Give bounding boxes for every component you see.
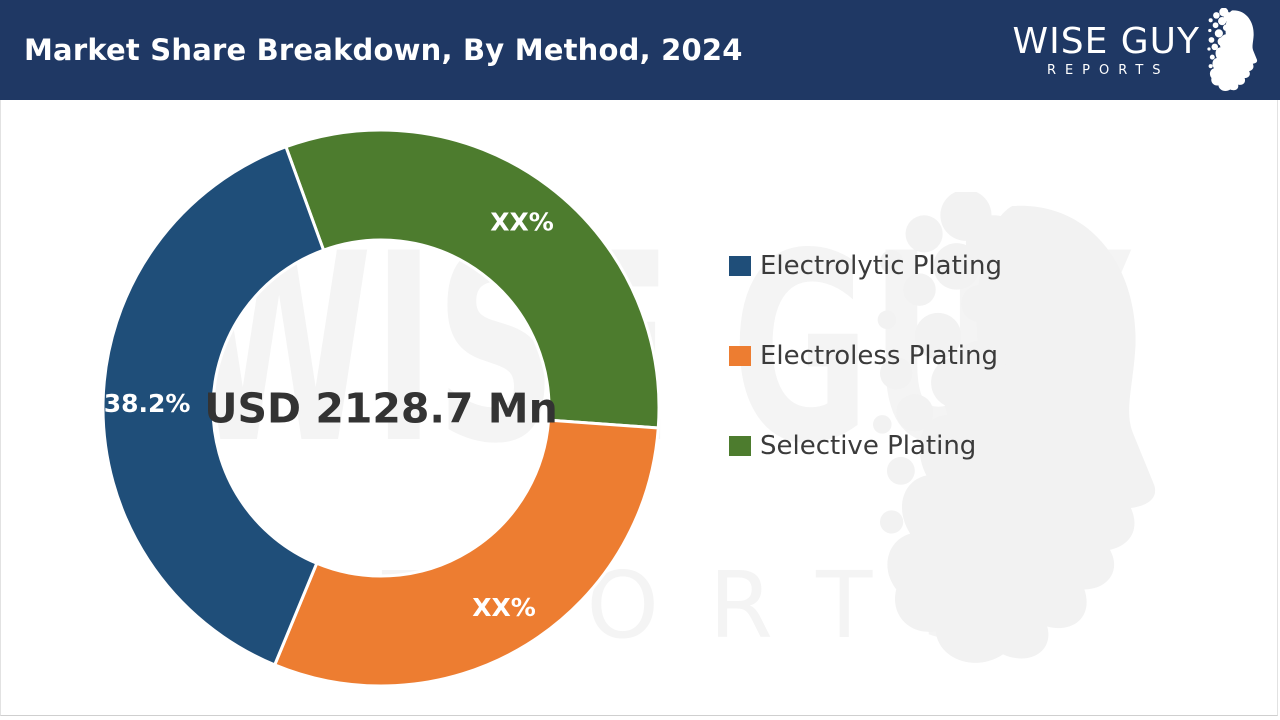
face-dot	[1229, 21, 1235, 27]
face-dot	[931, 519, 973, 562]
face-dot	[905, 215, 943, 253]
face-dot	[982, 333, 1015, 367]
face-dot	[896, 394, 934, 432]
face-dot	[886, 456, 915, 485]
face-dot	[993, 438, 1022, 467]
face-dot	[873, 415, 892, 434]
face-dot	[1217, 65, 1225, 74]
face-dot	[1211, 71, 1217, 76]
face-dot	[1214, 29, 1223, 38]
face-dot	[921, 580, 946, 604]
legend-swatch-icon	[729, 436, 751, 456]
face-dot	[896, 549, 925, 578]
legend-item-electroless-plating: Electroless Plating	[729, 342, 1002, 370]
face-dot	[1229, 69, 1234, 74]
legend-item-electrolytic-plating: Electrolytic Plating	[729, 252, 1002, 280]
wiseguy-logo-name: WISE GUY	[1012, 20, 1200, 62]
legend-swatch-icon	[729, 256, 751, 276]
face-dot	[1215, 49, 1224, 57]
face-dot	[1000, 538, 1024, 562]
face-dot	[1213, 59, 1221, 67]
face-dot	[1218, 17, 1227, 26]
face-dot	[947, 452, 994, 499]
face-dot	[1212, 22, 1219, 29]
face-dot	[903, 273, 936, 306]
face-dot	[958, 556, 992, 590]
face-dot	[1217, 37, 1227, 47]
donut-segment-selective-plating	[284, 128, 661, 430]
face-dot	[1014, 310, 1038, 334]
face-dot	[1225, 62, 1232, 69]
face-dot	[1226, 78, 1231, 83]
legend-swatch-icon	[729, 346, 751, 366]
face-dot	[1208, 28, 1212, 33]
face-dot	[1213, 12, 1220, 19]
face-dot	[942, 610, 971, 639]
watermark-face-icon	[873, 192, 1156, 663]
donut-chart: XX% XX% 38.2% USD 2128.7 Mn	[101, 128, 661, 688]
donut-center-value: USD 2128.7 Mn	[204, 384, 558, 432]
legend-label: Selective Plating	[760, 431, 977, 461]
chart-legend: Electrolytic Plating Electroless Plating S…	[729, 252, 1002, 522]
face-dot	[1226, 32, 1233, 39]
wiseguy-face-icon	[1207, 8, 1258, 91]
face-dot	[877, 310, 897, 330]
segment-data-label: XX%	[490, 207, 554, 236]
face-dot	[1208, 37, 1215, 43]
face-dot	[982, 593, 1006, 618]
face-dot	[998, 266, 1027, 295]
face-dot	[1208, 18, 1213, 23]
donut-segment-electrolytic-plating	[101, 145, 326, 667]
face-dot	[1220, 53, 1229, 63]
face-dot	[933, 243, 980, 290]
face-dot	[1208, 64, 1213, 69]
face-dot	[1207, 47, 1211, 51]
face-dot	[1215, 76, 1221, 81]
face-dot	[975, 401, 1004, 430]
face-dot	[1229, 39, 1237, 47]
face-dot	[1223, 12, 1234, 22]
wiseguy-logo: WISE GUY REPORTS	[1013, 6, 1267, 94]
face-dot	[879, 357, 913, 390]
wiseguy-logo-tagline: REPORTS	[1046, 62, 1170, 78]
face-dot	[1219, 81, 1225, 87]
face-dot	[931, 357, 983, 409]
face-dot	[879, 250, 904, 274]
face-dot	[879, 510, 904, 534]
segment-data-label: XX%	[472, 593, 536, 622]
header-bar: Market Share Breakdown, By Method, 2024 …	[0, 0, 1280, 100]
face-dot	[1228, 51, 1234, 57]
wiseguy-logo-text: WISE GUY REPORTS	[1012, 20, 1201, 78]
face-dot	[961, 285, 999, 323]
face-dot	[1225, 44, 1231, 50]
chart-area: WISE GUY REPORTS XX% XX% 38.2% USD 2128.7 M…	[0, 100, 1278, 716]
face-dot	[998, 373, 1036, 411]
face-dot	[1222, 24, 1230, 31]
face-dot	[910, 484, 948, 522]
face-dot	[1209, 54, 1215, 60]
page-title: Market Share Breakdown, By Method, 2024	[24, 33, 743, 67]
face-dot	[1232, 28, 1237, 33]
face-dot	[965, 215, 1022, 272]
segment-data-label: 38.2%	[104, 389, 191, 418]
legend-item-selective-plating: Selective Plating	[729, 432, 1002, 460]
face-dot	[914, 312, 962, 360]
legend-label: Electrolytic Plating	[760, 251, 1002, 281]
face-dot	[1211, 43, 1219, 51]
face-dot	[1222, 72, 1229, 79]
face-dot	[977, 501, 1011, 534]
legend-label: Electroless Plating	[760, 341, 998, 371]
donut-segment-electroless-plating	[273, 418, 660, 688]
face-dot	[921, 426, 964, 469]
